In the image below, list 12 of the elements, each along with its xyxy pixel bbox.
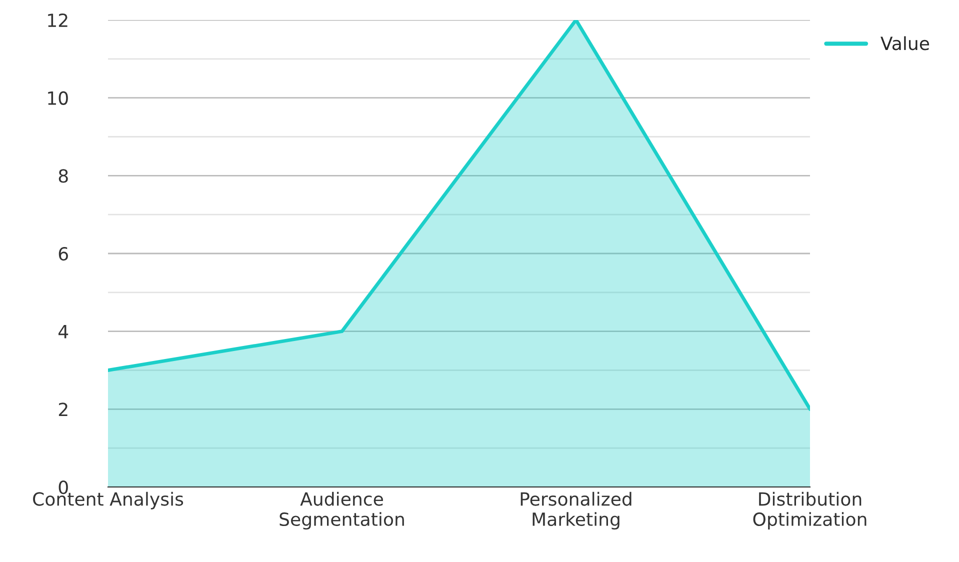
x-tick-label: Personalized Marketing <box>520 492 632 530</box>
y-tick-label: 4 <box>58 325 68 338</box>
x-tick-label: Distribution Optimization <box>753 492 866 530</box>
legend-label: Value <box>880 36 930 50</box>
x-tick-label: Content Analysis <box>33 492 184 510</box>
x-tick-label: Audience Segmentation <box>280 492 404 530</box>
y-tick-label: 2 <box>58 402 68 416</box>
y-tick-label: 0 <box>58 480 68 494</box>
y-tick-label: 6 <box>58 246 68 261</box>
y-tick-label: 8 <box>58 169 68 183</box>
y-tick-label: 10 <box>48 91 68 105</box>
y-tick-label: 12 <box>48 13 68 27</box>
